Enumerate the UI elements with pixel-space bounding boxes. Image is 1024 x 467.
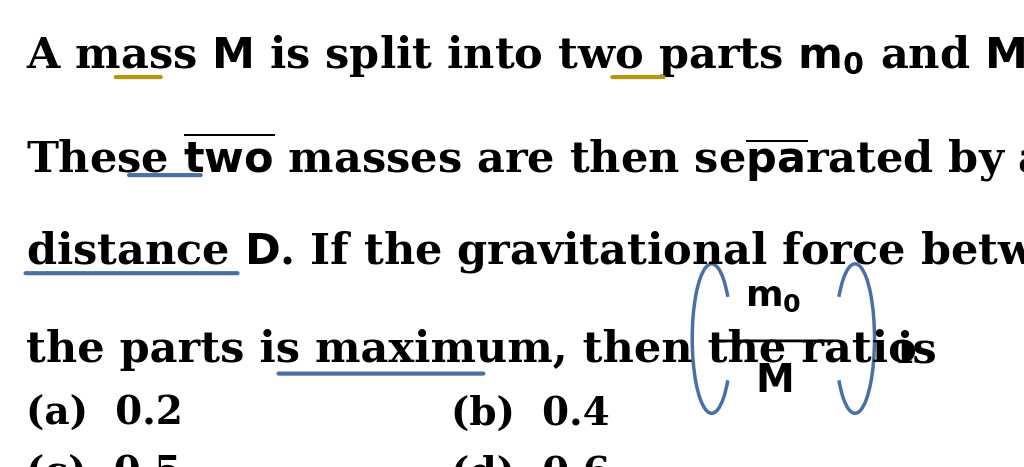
Text: (d)  0.6: (d) 0.6 [451, 455, 609, 467]
Text: the parts is maximum, then the ratio: the parts is maximum, then the ratio [26, 329, 916, 371]
Text: $\bf{m_0}$: $\bf{m_0}$ [744, 280, 802, 313]
Text: These $\overline{\bf{two}}$ masses are then se$\overline{\bf{pa}}$rated by a: These $\overline{\bf{two}}$ masses are t… [26, 131, 1024, 184]
Text: (b)  0.4: (b) 0.4 [451, 395, 609, 432]
Text: A mass $\bf{M}$ is split into two parts $\bf{m_0}$ and $\bf{M}-\bf{m_0}$.: A mass $\bf{M}$ is split into two parts … [26, 33, 1024, 79]
Text: is: is [896, 329, 937, 371]
Text: $\bf{M}$: $\bf{M}$ [755, 361, 792, 400]
Text: (c)  0.5: (c) 0.5 [26, 455, 181, 467]
Text: distance $\bf{D}$. If the gravitational force between: distance $\bf{D}$. If the gravitational … [26, 229, 1024, 275]
Text: (a)  0.2: (a) 0.2 [26, 395, 182, 432]
